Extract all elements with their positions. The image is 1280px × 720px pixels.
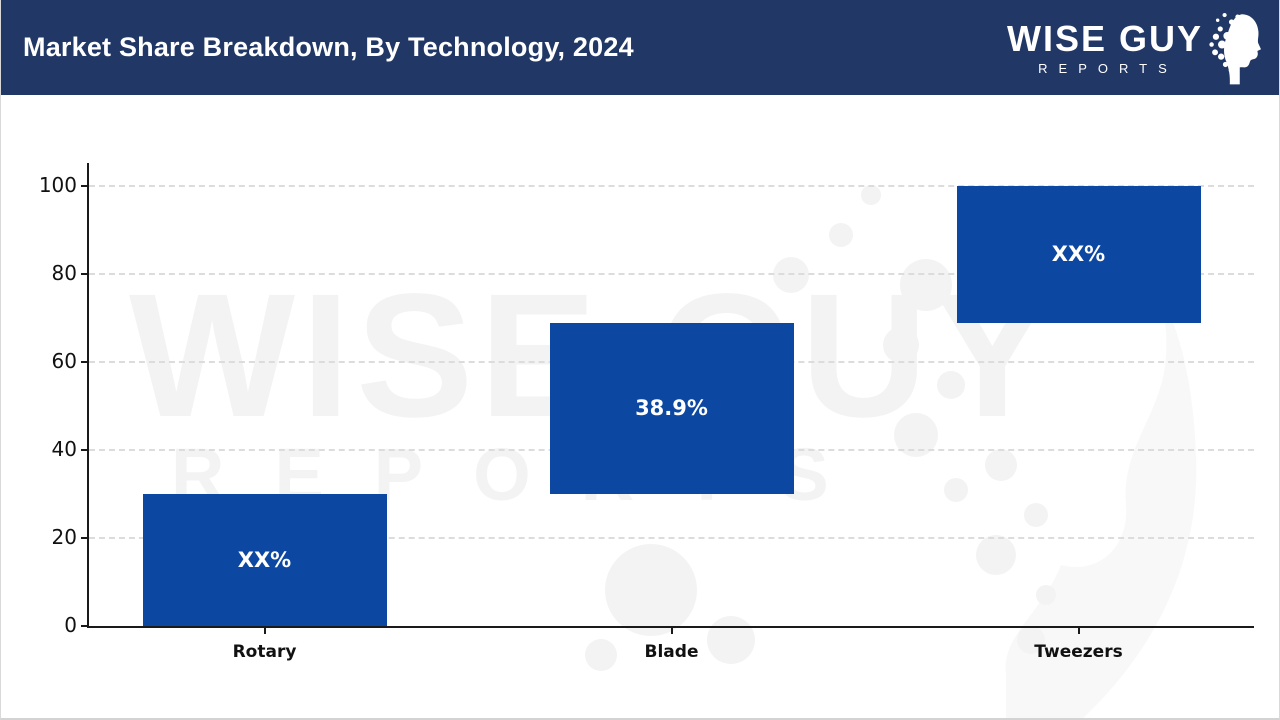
wiseguy-face-icon [1209,12,1261,84]
y-axis-label-0: 0 [64,613,77,637]
y-axis-tick-20 [81,537,87,539]
y-axis-label-20: 20 [51,525,77,549]
watermark-face-dots-icon [585,185,1197,718]
x-axis-tick-blade [670,628,673,634]
y-axis-tick-100 [81,185,87,187]
logo-wordmark: WISE GUY REPORTS [1006,17,1203,76]
header-bar: Market Share Breakdown, By Technology, 2… [1,0,1279,95]
gridline-100 [89,185,1254,187]
bar-value-label-rotary: XX% [237,548,292,572]
y-axis-tick-0 [81,625,87,627]
page-title: Market Share Breakdown, By Technology, 2… [23,32,634,62]
bar-tweezers: XX% [956,186,1201,323]
y-axis-label-80: 80 [51,261,77,285]
wiseguy-logo: WISE GUY REPORTS [1007,8,1261,88]
x-axis-tick-tweezers [1077,628,1080,634]
y-axis-line [87,163,89,628]
bar-value-label-tweezers: XX% [1051,242,1106,267]
gridline-20 [89,537,1254,539]
x-axis-tick-rotary [263,628,266,634]
logo-wordmark-line2: REPORTS [1038,60,1178,76]
bar-blade: 38.9% [549,322,794,494]
y-axis-label-100: 100 [38,173,77,197]
bar-rotary: XX% [142,494,387,626]
x-axis-line [87,626,1254,628]
bar-value-label-blade: 38.9% [635,396,708,421]
y-axis-label-60: 60 [51,349,77,373]
x-axis-label-rotary: Rotary [232,642,297,662]
y-axis-tick-40 [81,449,87,451]
y-axis-tick-60 [81,361,87,363]
y-axis-tick-80 [81,273,87,275]
x-axis-label-blade: Blade [644,642,699,662]
x-axis-label-tweezers: Tweezers [1034,642,1123,662]
logo-wordmark-line1: WISE GUY [1006,17,1203,59]
y-axis-label-40: 40 [51,437,77,461]
gridline-80 [89,273,1254,275]
